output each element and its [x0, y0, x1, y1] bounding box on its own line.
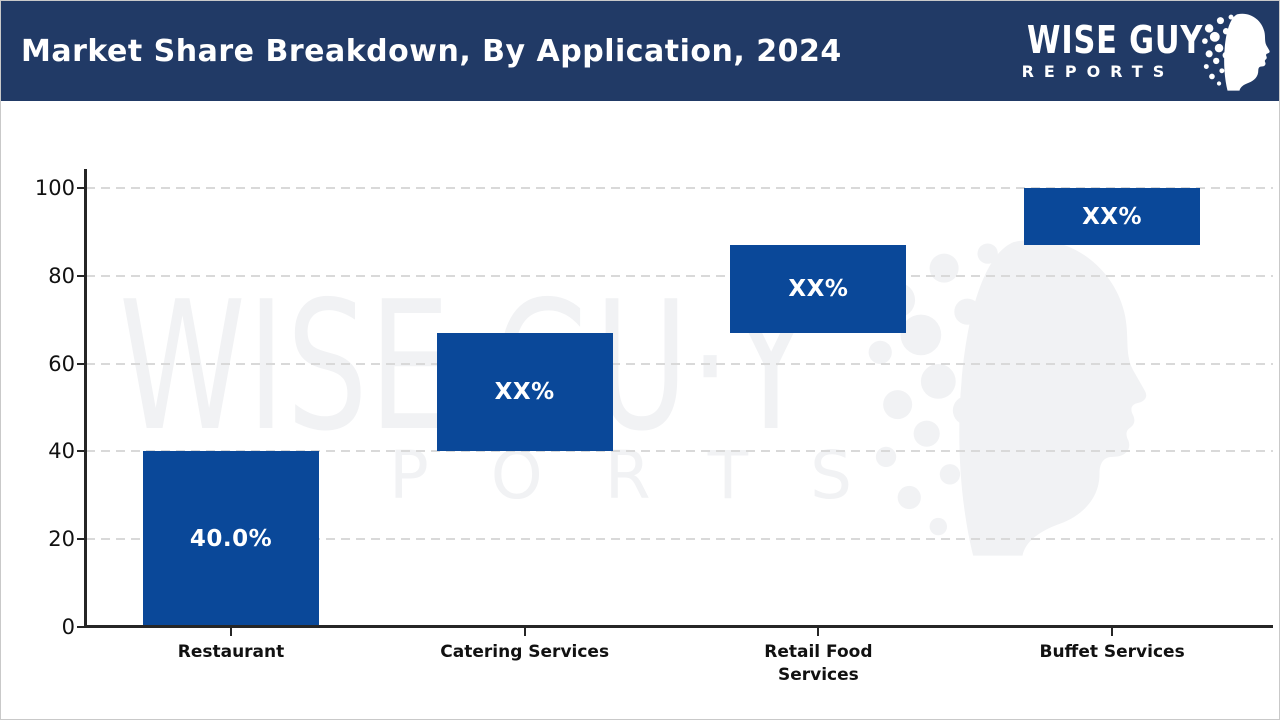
x-axis-line: [84, 625, 1273, 628]
bar-value-label: 40.0%: [189, 526, 273, 553]
y-tick-label: 40: [48, 439, 75, 464]
x-tick: [1111, 628, 1114, 636]
brand-logo: WISE GUY REPORTS: [983, 5, 1273, 97]
gridline: [86, 450, 1273, 453]
x-tick: [817, 628, 820, 636]
y-tick: [77, 626, 86, 628]
gridline: [86, 538, 1273, 541]
brand-subtitle: REPORTS: [1021, 61, 1175, 81]
y-tick: [77, 450, 86, 453]
y-tick: [77, 274, 86, 277]
brand-logo-text: WISE GUY REPORTS: [983, 18, 1203, 81]
gridline: [86, 187, 1273, 189]
gridline: [86, 274, 1273, 277]
brand-name: WISE GUY: [1026, 18, 1203, 63]
bar-value-label: XX%: [1082, 203, 1143, 230]
y-tick: [77, 538, 86, 541]
x-axis-label: Buffet Services: [1039, 642, 1185, 662]
gridline: [86, 362, 1273, 365]
x-axis-label: Catering Services: [440, 642, 610, 662]
x-axis-label: Retail Food Services: [764, 642, 873, 685]
bar-segment: XX%: [1024, 188, 1201, 246]
page-title: Market Share Breakdown, By Application, …: [21, 33, 842, 69]
brand-face-icon: [1202, 13, 1270, 91]
bar-segment: XX%: [730, 245, 907, 333]
y-tick-label: 60: [48, 351, 75, 376]
y-axis-line: [84, 169, 87, 628]
y-tick-label: 0: [61, 615, 75, 639]
bar-value-label: XX%: [788, 275, 849, 302]
x-tick: [523, 628, 526, 636]
y-tick-label: 20: [48, 527, 75, 552]
y-tick-label: 80: [48, 263, 75, 288]
x-tick: [230, 628, 232, 636]
y-tick: [77, 362, 86, 365]
bar-segment: 40.0%: [143, 451, 319, 627]
bar-value-label: XX%: [494, 379, 555, 406]
y-tick-label: 100: [34, 176, 75, 200]
header: Market Share Breakdown, By Application, …: [1, 1, 1279, 101]
y-tick: [77, 187, 86, 189]
bar-segment: XX%: [436, 332, 613, 452]
x-axis-label: Restaurant: [177, 642, 285, 662]
